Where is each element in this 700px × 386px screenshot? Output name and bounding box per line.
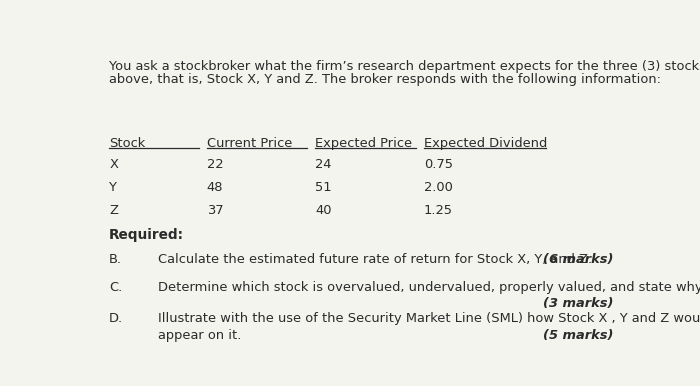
- Text: Expected Price: Expected Price: [315, 137, 412, 150]
- Text: 37: 37: [207, 204, 223, 217]
- Text: Determine which stock is overvalued, undervalued, properly valued, and state why: Determine which stock is overvalued, und…: [158, 281, 700, 294]
- Text: 0.75: 0.75: [424, 158, 453, 171]
- Text: Stock: Stock: [109, 137, 146, 150]
- Text: (3 marks): (3 marks): [543, 298, 614, 310]
- Text: 40: 40: [315, 204, 332, 217]
- Text: X: X: [109, 158, 118, 171]
- Text: You ask a stockbroker what the firm’s research department expects for the three : You ask a stockbroker what the firm’s re…: [109, 60, 700, 73]
- Text: appear on it.: appear on it.: [158, 329, 242, 342]
- Text: (6 marks): (6 marks): [543, 253, 614, 266]
- Text: Z: Z: [109, 204, 118, 217]
- Text: Y: Y: [109, 181, 117, 194]
- Text: 1.25: 1.25: [424, 204, 453, 217]
- Text: C.: C.: [109, 281, 122, 294]
- Text: D.: D.: [109, 312, 123, 325]
- Text: 51: 51: [315, 181, 332, 194]
- Text: Current Price: Current Price: [207, 137, 292, 150]
- Text: B.: B.: [109, 253, 122, 266]
- Text: 48: 48: [207, 181, 223, 194]
- Text: Required:: Required:: [109, 228, 184, 242]
- Text: 22: 22: [207, 158, 223, 171]
- Text: (5 marks): (5 marks): [543, 329, 614, 342]
- Text: 2.00: 2.00: [424, 181, 453, 194]
- Text: above, that is, Stock X, Y and Z. The broker responds with the following informa: above, that is, Stock X, Y and Z. The br…: [109, 73, 662, 86]
- Text: Illustrate with the use of the Security Market Line (SML) how Stock X , Y and Z : Illustrate with the use of the Security …: [158, 312, 700, 325]
- Text: 24: 24: [315, 158, 332, 171]
- Text: Expected Dividend: Expected Dividend: [424, 137, 547, 150]
- Text: Calculate the estimated future rate of return for Stock X, Y, and Z.: Calculate the estimated future rate of r…: [158, 253, 592, 266]
